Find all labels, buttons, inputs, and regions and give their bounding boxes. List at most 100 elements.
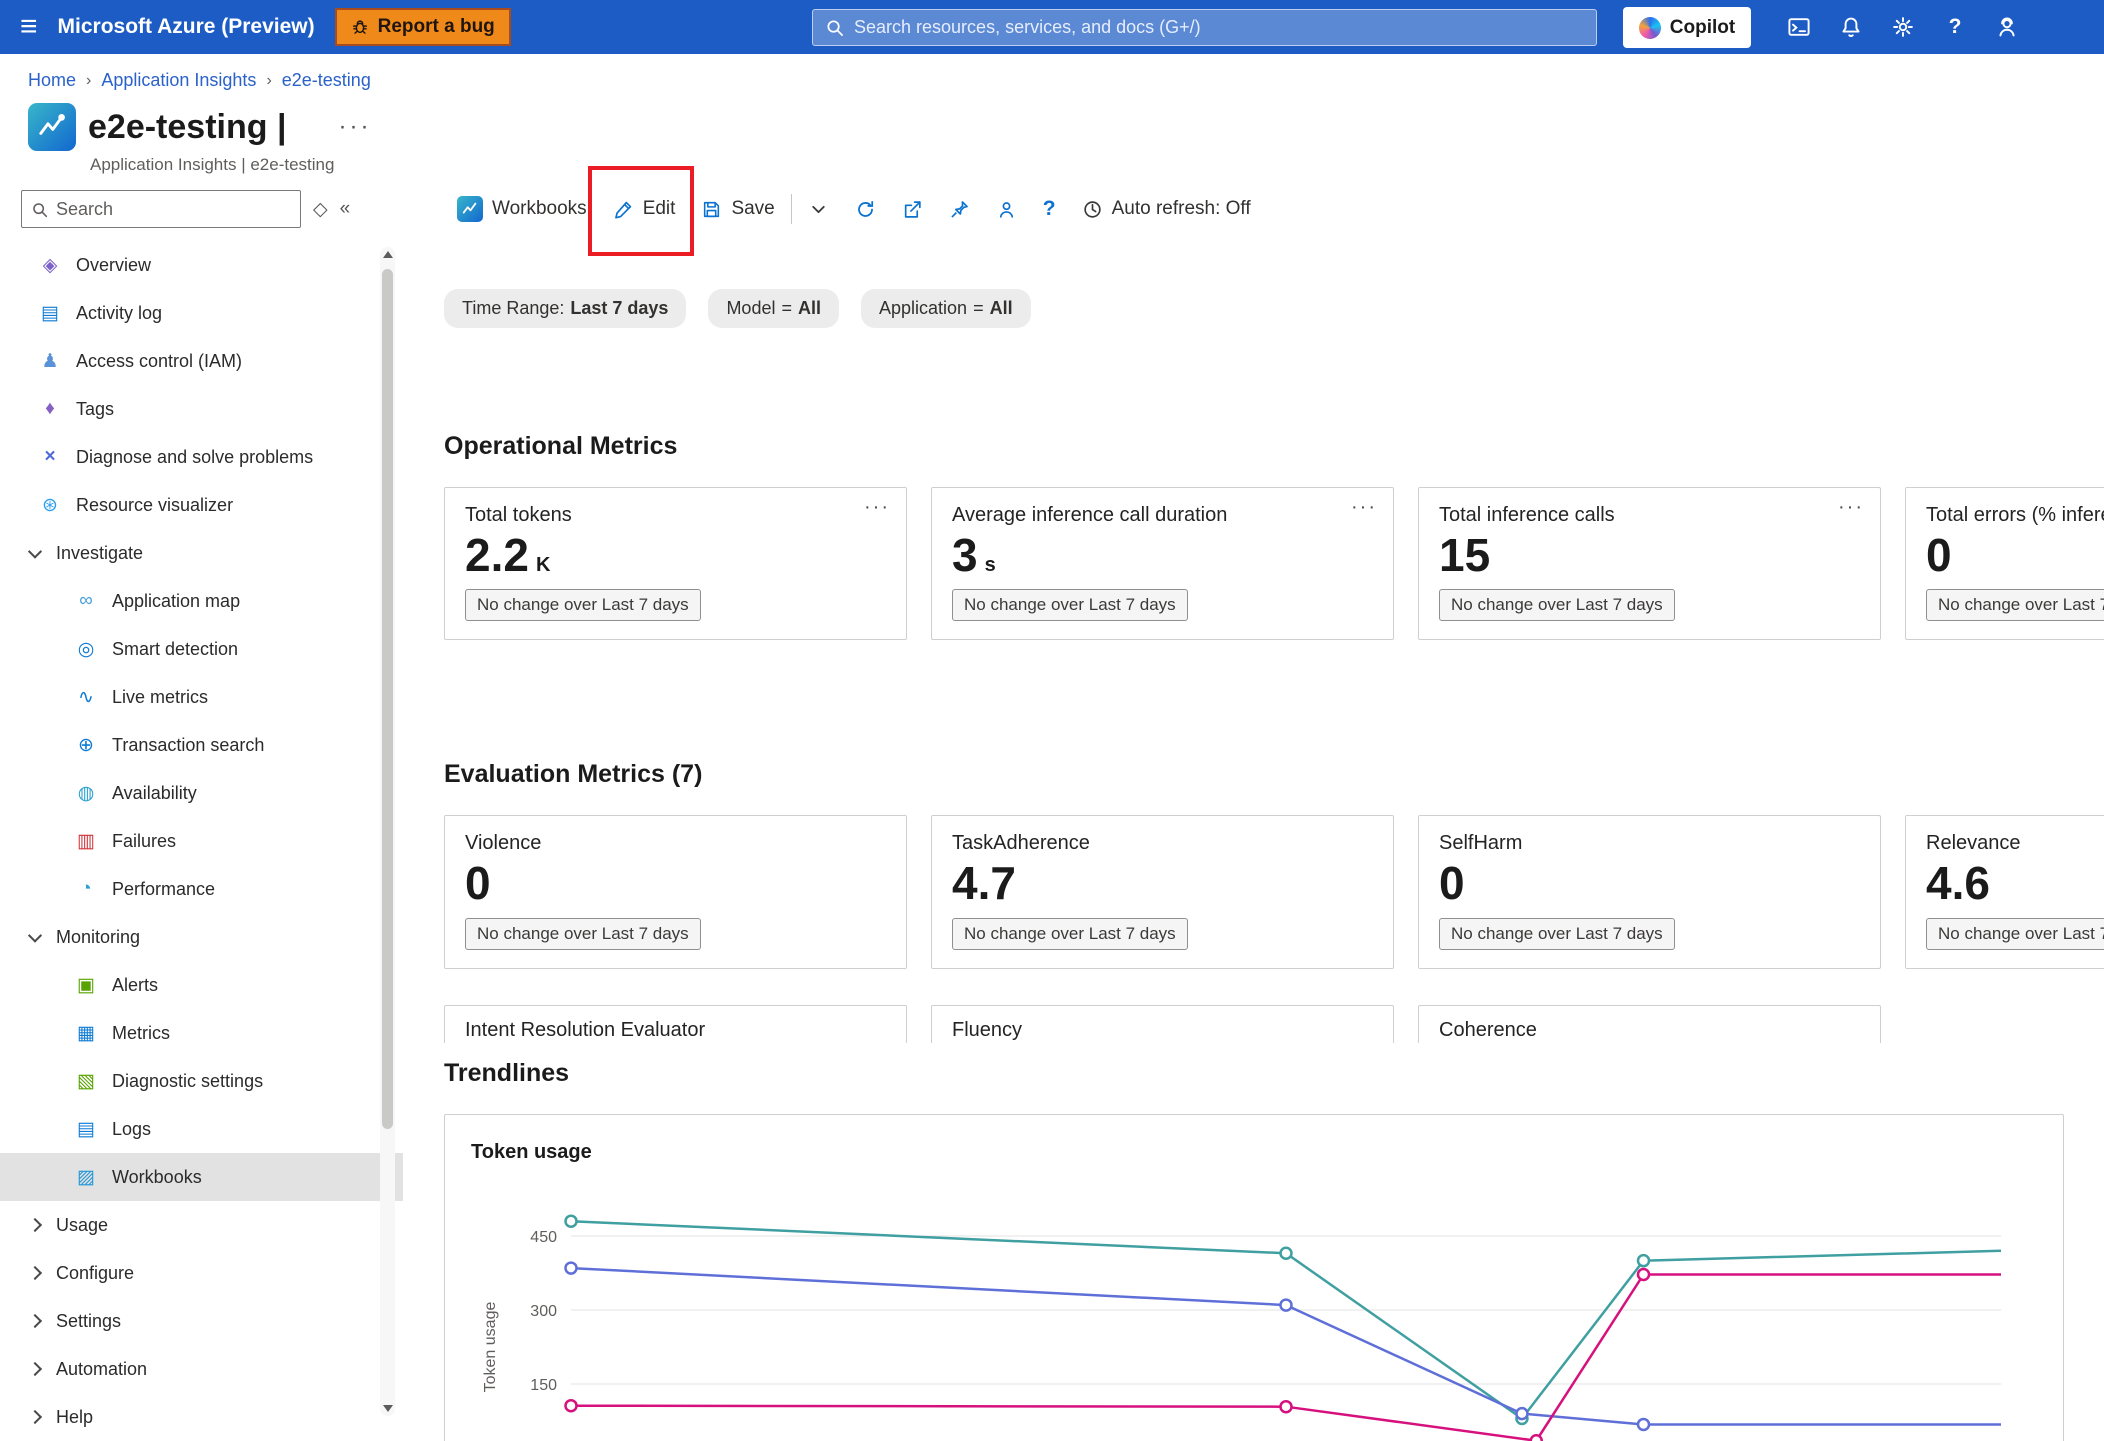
sidebar-item-diagnostic-settings[interactable]: ▧ Diagnostic settings — [0, 1057, 403, 1105]
metric-card-partial: Coherence — [1418, 1004, 1881, 1043]
command-bar: Workbooks Edit Save — [444, 166, 2104, 256]
scrollbar-thumb[interactable] — [382, 269, 393, 1129]
sidebar-item-label: Configure — [56, 1262, 135, 1283]
feedback-headset-icon[interactable] — [1994, 14, 2020, 40]
sidebar-item-transaction-search[interactable]: ⊕ Transaction search — [0, 721, 403, 769]
card-more-button[interactable]: ··· — [1838, 496, 1864, 518]
application-filter[interactable]: Application = All — [861, 289, 1031, 328]
no-change-badge: No change over Last 7 days — [1926, 589, 2104, 622]
sidebar-item-metrics[interactable]: ▦ Metrics — [0, 1009, 403, 1057]
resource-visualizer-icon: ⊛ — [42, 494, 58, 516]
sidebar-item-availability[interactable]: ◍ Availability — [0, 769, 403, 817]
breadcrumb-current[interactable]: e2e-testing — [281, 70, 371, 90]
sidebar-item-performance[interactable]: ◔ Performance — [0, 865, 403, 913]
metric-card-value-row: 4.6 — [1926, 859, 2104, 908]
toolbar-divider — [790, 194, 792, 224]
sidebar-search-input[interactable] — [56, 198, 291, 220]
settings-gear-icon[interactable] — [1890, 14, 1916, 40]
operational-cards-row: Total tokens ··· 2.2 K No change over Last 7… — [444, 487, 2104, 641]
sidebar-item-overview[interactable]: ◈ Overview — [0, 241, 403, 289]
sidebar-item-automation[interactable]: Automation — [0, 1345, 403, 1393]
sidebar-item-activity-log[interactable]: ▤ Activity log — [0, 289, 403, 337]
time-range-filter[interactable]: Time Range: Last 7 days — [444, 289, 687, 328]
token-usage-card: Token usage 4503001500Token usage — [444, 1113, 2064, 1441]
workbooks-button[interactable]: Workbooks — [444, 188, 600, 230]
sidebar-collapse-icon[interactable]: « — [339, 198, 351, 219]
sidebar-item-monitoring[interactable]: Monitoring — [0, 913, 403, 961]
sidebar-search[interactable] — [21, 190, 301, 228]
sidebar-item-label: Access control (IAM) — [76, 350, 243, 371]
feedback-button[interactable] — [983, 191, 1030, 228]
sidebar-item-application-map[interactable]: ∞ Application map — [0, 577, 403, 625]
sidebar-item-usage[interactable]: Usage — [0, 1201, 403, 1249]
breadcrumb-home[interactable]: Home — [28, 70, 77, 90]
refresh-button[interactable] — [842, 191, 889, 228]
model-value: All — [797, 298, 821, 318]
header-icons: ? — [1786, 0, 2020, 54]
global-search-input[interactable] — [854, 17, 1584, 38]
series-teal-point — [564, 1214, 578, 1228]
edit-button[interactable]: Edit — [587, 166, 695, 256]
main-content: Workbooks Edit Save — [403, 166, 2104, 1441]
search-icon — [33, 202, 48, 217]
global-search[interactable] — [812, 9, 1597, 46]
pin-button[interactable] — [936, 191, 983, 228]
sidebar-item-label: Tags — [76, 398, 115, 419]
copilot-button[interactable]: Copilot — [1623, 7, 1751, 48]
menu-icon[interactable]: ≡ — [20, 10, 38, 43]
series-blue-point — [1515, 1406, 1529, 1420]
card-more-button[interactable]: ··· — [864, 496, 890, 518]
share-button[interactable] — [889, 191, 936, 228]
sidebar-item-alerts[interactable]: ▣ Alerts — [0, 961, 403, 1009]
series-magenta-point — [1636, 1267, 1651, 1281]
sidebar-item-settings[interactable]: Settings — [0, 1297, 403, 1345]
sidebar-item-configure[interactable]: Configure — [0, 1249, 403, 1297]
sidebar-item-diagnose[interactable]: × Diagnose and solve problems — [0, 433, 403, 481]
save-dropdown-button[interactable] — [795, 191, 842, 228]
y-axis-label: Token usage — [482, 1301, 499, 1392]
metrics-icon: ▦ — [77, 1022, 95, 1044]
sidebar-search-row: ◇ « — [21, 189, 403, 229]
report-bug-button[interactable]: Report a bug — [334, 8, 511, 46]
card-more-button[interactable]: ··· — [1351, 496, 1377, 518]
help-icon[interactable]: ? — [1948, 15, 1962, 38]
bug-icon — [352, 20, 367, 34]
smart-detection-icon: ◎ — [77, 638, 95, 660]
sidebar-item-access-control[interactable]: ♟ Access control (IAM) — [0, 337, 403, 385]
chevron-right-icon — [27, 1313, 43, 1329]
sidebar-item-workbooks[interactable]: ▨ Workbooks — [0, 1153, 403, 1201]
sidebar-item-failures[interactable]: ▥ Failures — [0, 817, 403, 865]
metric-card-title: SelfHarm — [1439, 832, 1523, 855]
sidebar-item-resource-visualizer[interactable]: ⊛ Resource visualizer — [0, 481, 403, 529]
metric-card-value: 4.7 — [952, 857, 1016, 910]
sidebar-manage-view-icon[interactable]: ◇ — [313, 198, 328, 220]
sidebar-item-live-metrics[interactable]: ∿ Live metrics — [0, 673, 403, 721]
metric-card-unit: s — [984, 554, 996, 576]
breadcrumb-separator: › — [266, 71, 272, 89]
scroll-up-arrow[interactable] — [382, 251, 393, 258]
top-bar: ≡ Microsoft Azure (Preview) Report a bug… — [0, 0, 2104, 54]
chevron-right-icon — [27, 1265, 43, 1281]
notifications-bell-icon[interactable] — [1838, 14, 1864, 40]
workbooks-icon: ▨ — [77, 1166, 95, 1188]
scroll-down-arrow[interactable] — [382, 1405, 393, 1412]
breadcrumb-application-insights[interactable]: Application Insights — [101, 70, 257, 90]
app-title[interactable]: Microsoft Azure (Preview) — [57, 15, 315, 38]
sidebar-item-tags[interactable]: ♦ Tags — [0, 385, 403, 433]
auto-refresh-button[interactable]: Auto refresh: Off — [1069, 190, 1264, 228]
sidebar-item-smart-detection[interactable]: ◎ Smart detection — [0, 625, 403, 673]
help-button[interactable]: ? — [1030, 189, 1069, 229]
model-filter[interactable]: Model = All — [708, 289, 839, 328]
sidebar-item-help[interactable]: Help — [0, 1393, 403, 1441]
sidebar-item-investigate[interactable]: Investigate — [0, 529, 403, 577]
title-bar: e2e-testing | ··· — [0, 91, 2104, 153]
series-blue-point — [1279, 1297, 1293, 1312]
workbooks-icon — [457, 196, 483, 222]
sidebar-scrollbar[interactable] — [380, 247, 395, 1416]
sidebar-item-logs[interactable]: ▤ Logs — [0, 1105, 403, 1153]
title-more-button[interactable]: ··· — [338, 113, 372, 140]
series-blue-point — [1636, 1417, 1651, 1431]
failures-icon: ▥ — [77, 830, 95, 852]
save-button[interactable]: Save — [688, 190, 787, 228]
cloud-shell-icon[interactable] — [1786, 14, 1812, 40]
